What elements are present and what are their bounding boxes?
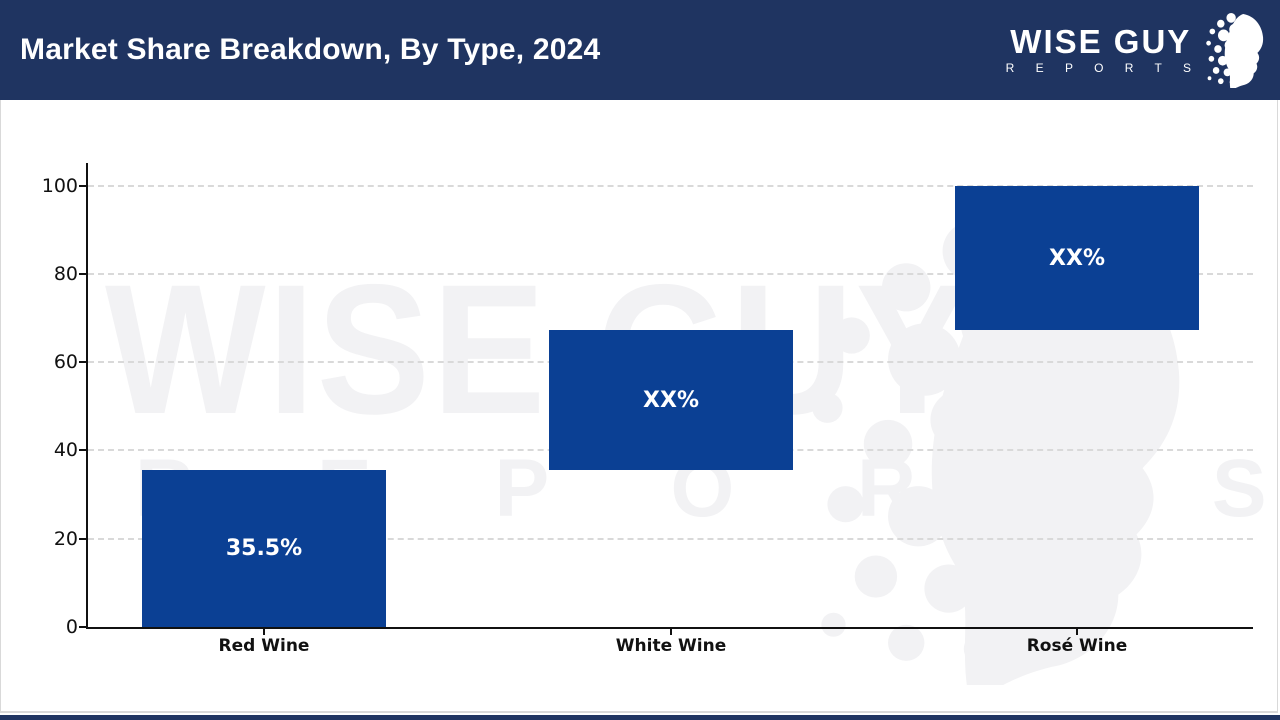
bar-red-wine: 35.5% (142, 470, 386, 627)
y-tick-mark (79, 538, 88, 540)
wiseguy-face-icon (1206, 12, 1264, 88)
y-tick-mark (79, 626, 88, 628)
x-axis-line (86, 627, 1253, 629)
y-tick-label: 80 (53, 263, 78, 285)
bar-value-label: 35.5% (225, 536, 303, 561)
x-tick-mark (670, 627, 672, 635)
logo-wordmark: WISE GUY (1010, 23, 1192, 60)
page-title: Market Share Breakdown, By Type, 2024 (20, 33, 601, 66)
gridline (88, 538, 1253, 540)
wiseguy-logo: WISE GUY R E P O R T S (1002, 12, 1264, 88)
x-category-label: White Wine (615, 636, 727, 656)
logo-text: WISE GUY R E P O R T S (1002, 25, 1200, 75)
bar-value-label: XX% (1049, 245, 1105, 271)
header: Market Share Breakdown, By Type, 2024 WI… (0, 0, 1280, 100)
y-tick-label: 20 (53, 528, 78, 550)
y-tick-mark (79, 449, 88, 451)
x-tick-mark (263, 627, 265, 635)
x-category-label: Rosé Wine (1026, 636, 1128, 656)
bar-white-wine: XX% (549, 330, 793, 470)
y-axis-line (86, 163, 88, 627)
y-tick-label: 0 (65, 616, 78, 638)
x-tick-mark (1076, 627, 1078, 635)
y-tick-mark (79, 361, 88, 363)
gridline (88, 273, 1253, 275)
y-tick-mark (79, 185, 88, 187)
logo-subtitle: R E P O R T S (1005, 61, 1200, 75)
bar-rosé-wine: XX% (955, 186, 1199, 330)
footer-bar (0, 715, 1280, 720)
y-tick-label: 40 (53, 439, 78, 461)
y-tick-label: 60 (53, 351, 78, 373)
bar-value-label: XX% (643, 387, 699, 413)
y-tick-label: 100 (41, 175, 78, 197)
x-category-label: Red Wine (218, 636, 310, 656)
gridline (88, 185, 1253, 187)
y-tick-mark (79, 273, 88, 275)
